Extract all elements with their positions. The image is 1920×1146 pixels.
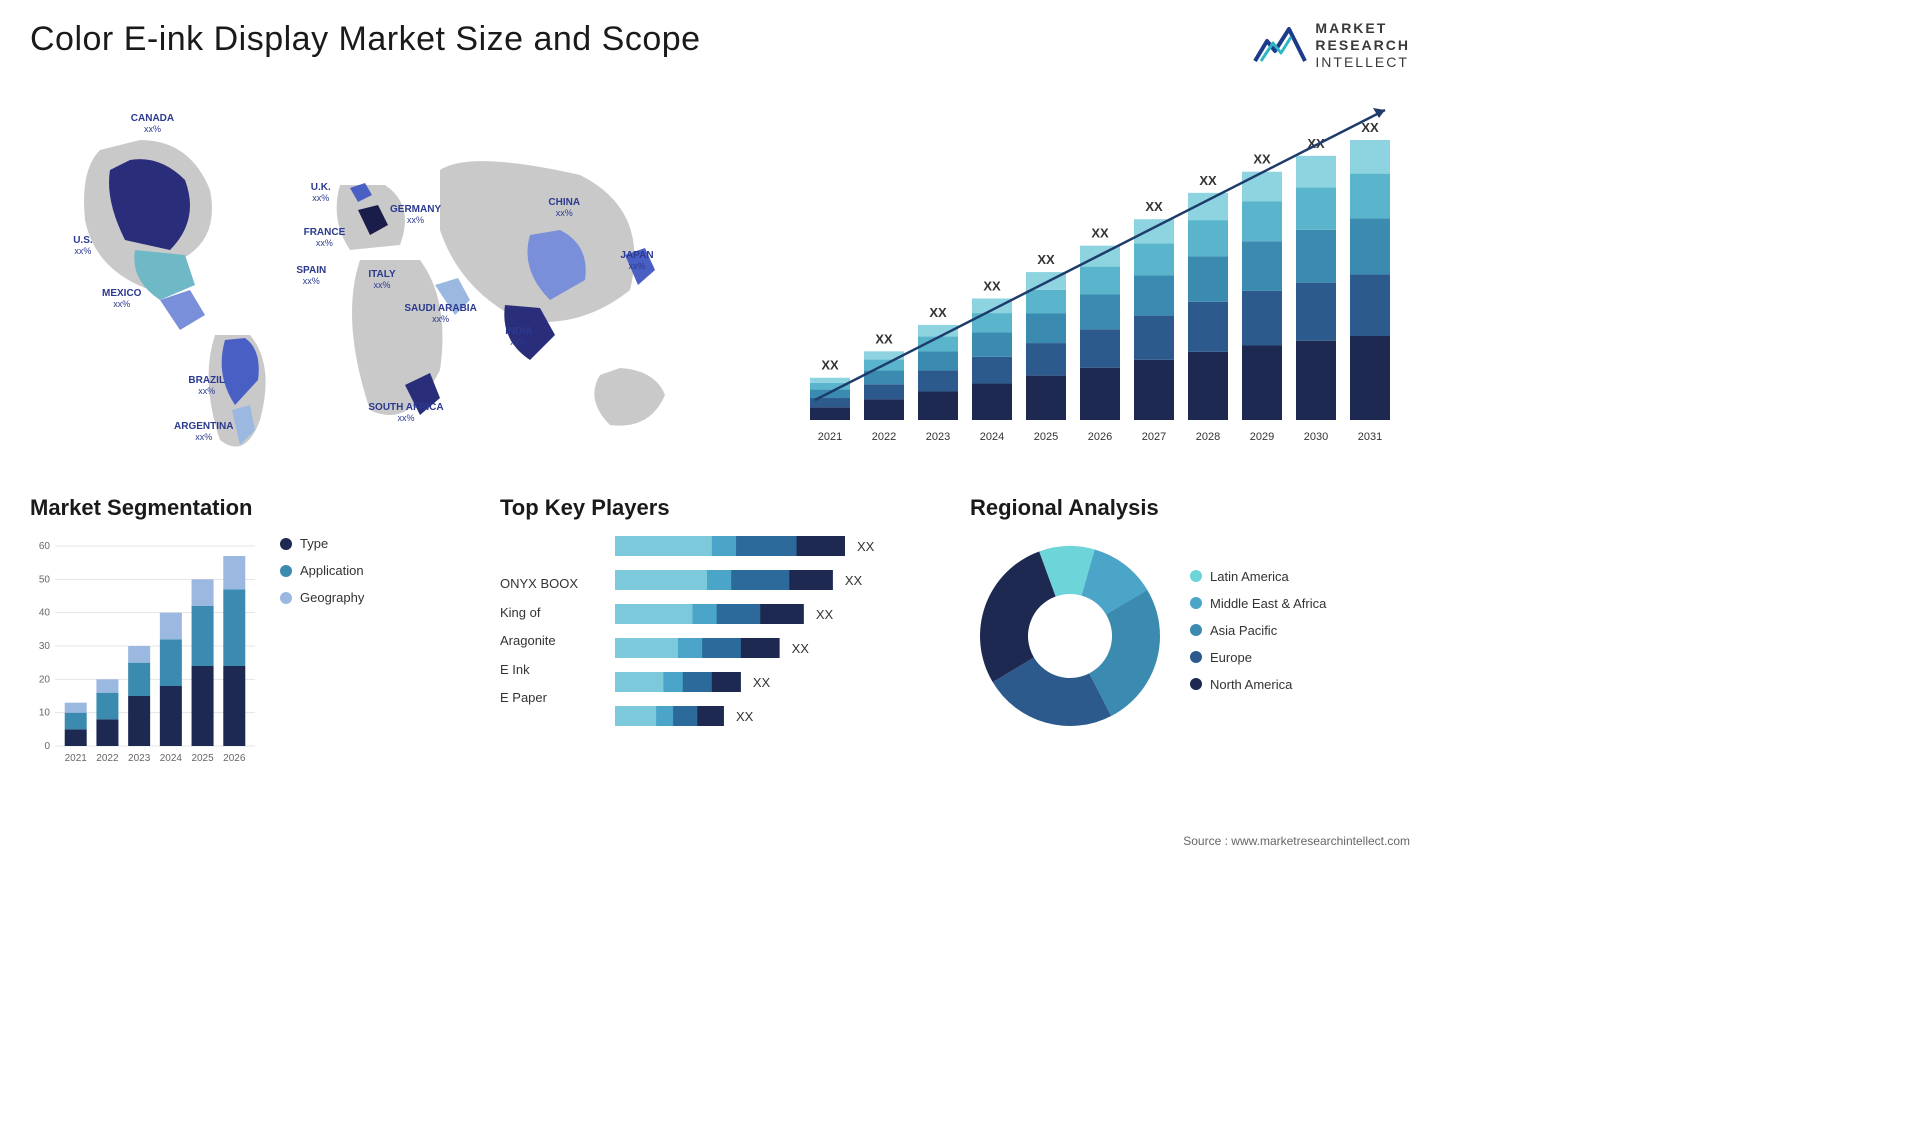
logo-line-3: INTELLECT: [1315, 54, 1410, 71]
svg-text:2023: 2023: [128, 753, 151, 764]
legend-item: Type: [280, 536, 364, 551]
legend-item: Europe: [1190, 650, 1326, 665]
source-attribution: Source : www.marketresearchintellect.com: [1183, 834, 1410, 848]
players-name-list: ONYX BOOXKing ofAragoniteE InkE Paper: [500, 536, 600, 761]
svg-text:XX: XX: [792, 641, 810, 656]
svg-text:2022: 2022: [96, 753, 119, 764]
map-country-label: BRAZILxx%: [188, 375, 225, 397]
svg-text:XX: XX: [736, 709, 754, 724]
svg-text:XX: XX: [816, 607, 834, 622]
segmentation-legend: Type Application Geography: [280, 536, 364, 766]
map-country-label: INDIAxx%: [505, 326, 532, 348]
map-country-label: SAUDI ARABIAxx%: [404, 303, 476, 325]
svg-text:2031: 2031: [1358, 431, 1382, 443]
svg-text:40: 40: [39, 608, 51, 619]
svg-text:0: 0: [44, 741, 50, 752]
svg-text:XX: XX: [1199, 173, 1217, 188]
logo-line-2: RESEARCH: [1315, 37, 1410, 54]
map-country-label: U.S.xx%: [73, 235, 92, 257]
svg-text:60: 60: [39, 541, 51, 552]
svg-text:2028: 2028: [1196, 431, 1220, 443]
svg-text:2024: 2024: [160, 753, 183, 764]
page-title: Color E-ink Display Market Size and Scop…: [30, 20, 701, 59]
map-country-label: SPAINxx%: [296, 265, 326, 287]
svg-text:2025: 2025: [191, 753, 214, 764]
map-country-label: GERMANYxx%: [390, 204, 441, 226]
map-country-label: FRANCExx%: [304, 227, 346, 249]
logo-line-1: MARKET: [1315, 20, 1410, 37]
svg-text:2026: 2026: [1088, 431, 1112, 443]
players-section: Top Key Players ONYX BOOXKing ofAragonit…: [500, 495, 940, 775]
player-name: E Ink: [500, 656, 600, 685]
svg-text:XX: XX: [1091, 226, 1109, 241]
segmentation-section: Market Segmentation 0 10 20 30 40 50 60 2021 202…: [30, 495, 470, 775]
regional-section: Regional Analysis Latin America Middle Ea…: [970, 495, 1410, 775]
segmentation-chart: 0 10 20 30 40 50 60 2021 2022 2023 2024 2025 2026: [30, 536, 260, 766]
svg-text:2026: 2026: [223, 753, 246, 764]
svg-text:XX: XX: [983, 279, 1001, 294]
regional-legend: Latin America Middle East & Africa Asia Pa…: [1190, 569, 1326, 704]
svg-text:XX: XX: [857, 539, 875, 554]
map-country-label: ARGENTINAxx%: [174, 421, 233, 443]
svg-text:2030: 2030: [1304, 431, 1328, 443]
map-country-label: SOUTH AFRICAxx%: [368, 402, 443, 424]
legend-item: Middle East & Africa: [1190, 596, 1326, 611]
svg-text:XX: XX: [1253, 152, 1271, 167]
svg-text:2027: 2027: [1142, 431, 1166, 443]
players-bar-chart: XX XX XX XX XX XX: [615, 536, 940, 761]
legend-item: North America: [1190, 677, 1326, 692]
svg-text:XX: XX: [929, 305, 947, 320]
svg-text:XX: XX: [1361, 120, 1379, 135]
player-name: ONYX BOOX: [500, 570, 600, 599]
legend-item: Application: [280, 563, 364, 578]
svg-text:XX: XX: [821, 358, 839, 373]
map-country-label: CHINAxx%: [548, 197, 580, 219]
svg-text:20: 20: [39, 675, 51, 686]
svg-text:2022: 2022: [872, 431, 896, 443]
svg-text:30: 30: [39, 641, 51, 652]
player-name: E Paper: [500, 684, 600, 713]
svg-text:2029: 2029: [1250, 431, 1274, 443]
world-map: CANADAxx% U.S.xx% MEXICOxx% BRAZILxx% ARGENT…: [30, 90, 750, 470]
svg-text:XX: XX: [1145, 200, 1163, 215]
svg-text:XX: XX: [875, 332, 893, 347]
map-country-label: CANADAxx%: [131, 113, 174, 135]
regional-title: Regional Analysis: [970, 495, 1410, 521]
svg-text:10: 10: [39, 708, 51, 719]
map-country-label: ITALYxx%: [368, 269, 395, 291]
regional-donut-chart: [970, 536, 1170, 736]
svg-text:XX: XX: [845, 573, 863, 588]
svg-text:XX: XX: [753, 675, 771, 690]
player-name: Aragonite: [500, 627, 600, 656]
legend-item: Latin America: [1190, 569, 1326, 584]
svg-text:2021: 2021: [818, 431, 842, 443]
svg-text:2021: 2021: [65, 753, 88, 764]
map-country-label: U.K.xx%: [311, 182, 331, 204]
svg-text:2024: 2024: [980, 431, 1004, 443]
svg-text:XX: XX: [1037, 252, 1055, 267]
segmentation-title: Market Segmentation: [30, 495, 470, 521]
player-name: King of: [500, 599, 600, 628]
legend-item: Geography: [280, 590, 364, 605]
players-title: Top Key Players: [500, 495, 940, 521]
brand-logo: MARKET RESEARCH INTELLECT: [1253, 20, 1410, 70]
svg-text:2025: 2025: [1034, 431, 1058, 443]
svg-text:2023: 2023: [926, 431, 950, 443]
legend-item: Asia Pacific: [1190, 623, 1326, 638]
map-country-label: MEXICOxx%: [102, 288, 141, 310]
map-country-label: JAPANxx%: [620, 250, 653, 272]
svg-text:50: 50: [39, 575, 51, 586]
growth-bar-chart: XX 2021 XX 2022 XX 2023 XX 2024 XX 2025 XX 2026 XX 20…: [790, 90, 1410, 470]
